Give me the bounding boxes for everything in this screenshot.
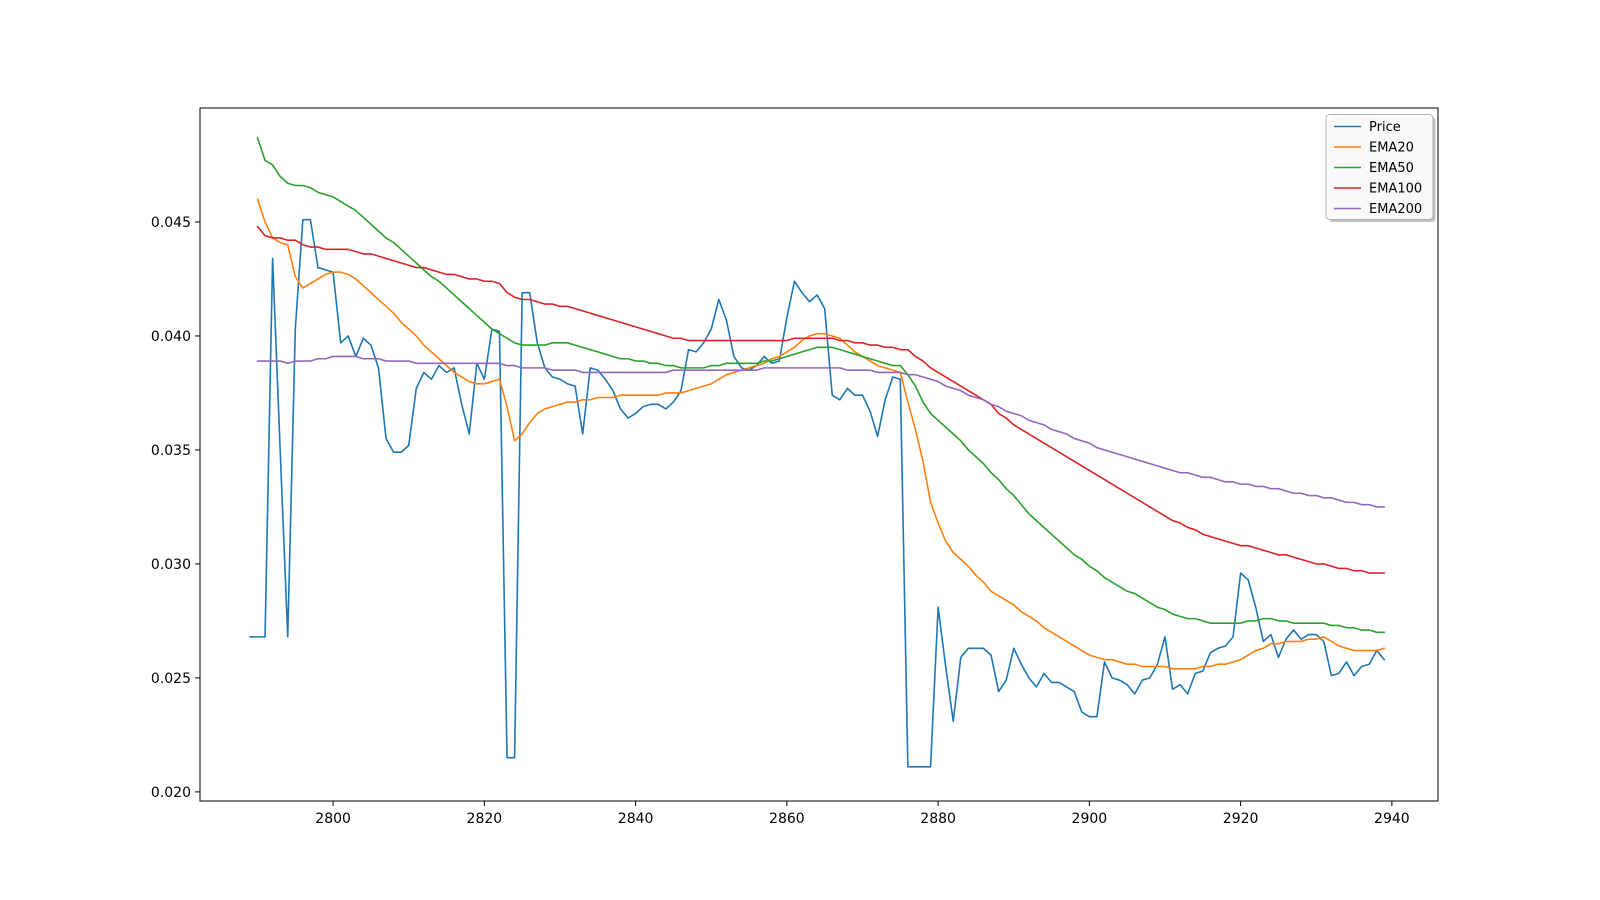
series-line-ema200 xyxy=(256,355,1386,508)
x-tick-label: 2860 xyxy=(769,811,805,827)
x-tick-label: 2920 xyxy=(1223,811,1259,827)
legend-label: EMA200 xyxy=(1369,202,1422,217)
legend-entry: EMA20 xyxy=(1334,141,1414,156)
y-tick-label: 0.035 xyxy=(151,443,191,459)
y-tick-label: 0.030 xyxy=(151,557,191,573)
x-tick-label: 2800 xyxy=(315,811,351,827)
y-tick-label: 0.020 xyxy=(151,785,191,801)
legend-label: EMA20 xyxy=(1369,141,1414,156)
legend-label: Price xyxy=(1369,120,1401,135)
x-tick-label: 2880 xyxy=(920,811,956,827)
axes-box xyxy=(199,107,1439,802)
x-tick-label: 2940 xyxy=(1374,811,1410,827)
series-line-ema50 xyxy=(256,136,1386,634)
x-tick-label: 2840 xyxy=(618,811,654,827)
series-line-price xyxy=(249,218,1386,768)
legend-frame xyxy=(1325,114,1434,220)
series-line-ema100 xyxy=(256,225,1386,574)
legend-entry: Price xyxy=(1334,120,1401,135)
x-tick-label: 2820 xyxy=(467,811,503,827)
legend-label: EMA100 xyxy=(1369,182,1422,197)
y-tick-label: 0.045 xyxy=(151,215,191,231)
legend-label: EMA50 xyxy=(1369,161,1414,176)
legend-entry: EMA50 xyxy=(1334,161,1414,176)
x-tick-label: 2900 xyxy=(1072,811,1108,827)
y-tick-label: 0.025 xyxy=(151,671,191,687)
legend-entry: EMA100 xyxy=(1334,182,1422,197)
legend: Price EMA20 EMA50 EMA100 EMA200 xyxy=(1325,114,1436,222)
legend-entry: EMA200 xyxy=(1334,202,1422,217)
series-line-ema20 xyxy=(256,198,1386,670)
y-tick-label: 0.040 xyxy=(151,329,191,345)
